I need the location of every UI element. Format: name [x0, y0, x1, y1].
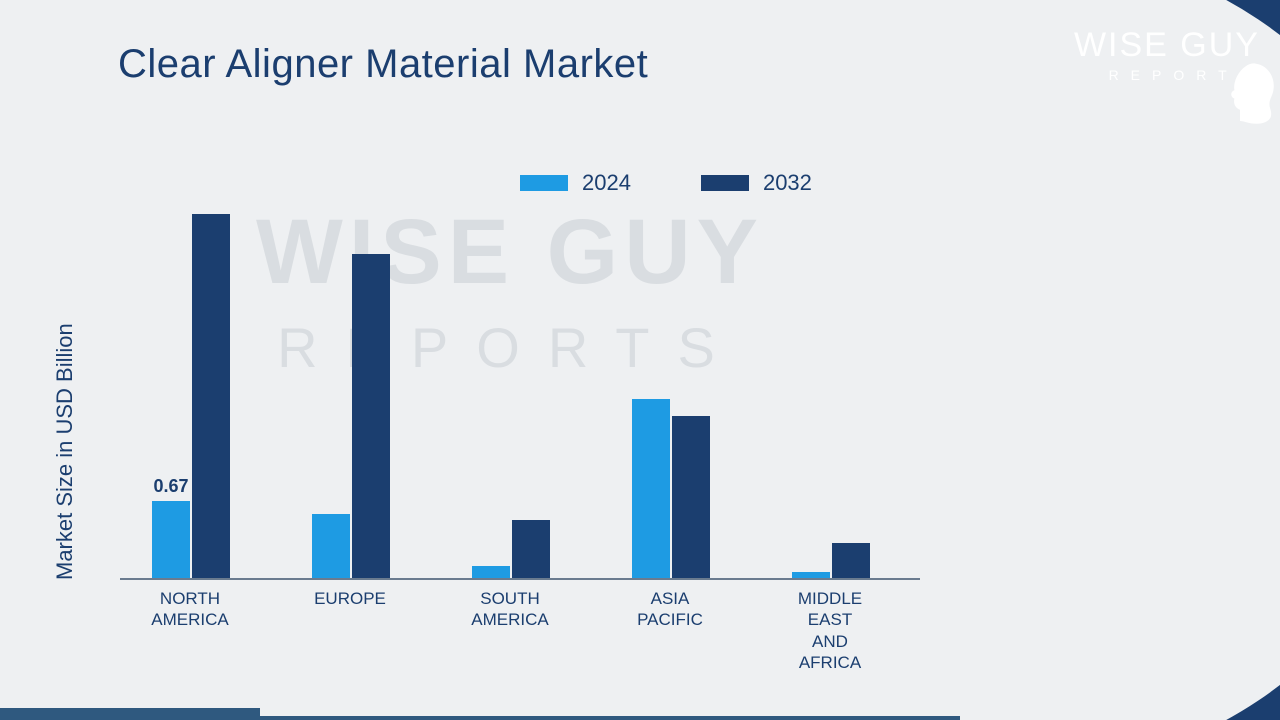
legend-swatch-2032	[701, 175, 749, 191]
legend-item-2024: 2024	[520, 170, 631, 196]
bar-2024: 0.67	[152, 501, 190, 578]
legend-label-2024: 2024	[582, 170, 631, 196]
bar-2024	[472, 566, 510, 578]
chart-canvas: WISE GUY REPORTS Clear Aligner Material …	[0, 0, 1280, 720]
y-axis-label: Market Size in USD Billion	[52, 323, 78, 580]
accent-bar-thin	[0, 716, 960, 720]
bar-2024	[632, 399, 670, 578]
x-tick-label: EUROPE	[285, 588, 415, 609]
head-silhouette-icon	[1212, 58, 1280, 128]
legend-label-2032: 2032	[763, 170, 812, 196]
legend-item-2032: 2032	[701, 170, 812, 196]
bar-2024	[312, 514, 350, 578]
bar-2032	[672, 416, 710, 578]
chart-plot-area: 0.67NORTHAMERICAEUROPESOUTHAMERICAASIAPA…	[120, 210, 920, 580]
bar-2032	[512, 520, 550, 578]
x-tick-label: SOUTHAMERICA	[445, 588, 575, 631]
x-tick-label: ASIAPACIFIC	[605, 588, 735, 631]
bar-2032	[192, 214, 230, 578]
bar-2032	[352, 254, 390, 578]
legend-swatch-2024	[520, 175, 568, 191]
bar-2032	[832, 543, 870, 578]
x-tick-label: MIDDLEEASTANDAFRICA	[765, 588, 895, 673]
x-axis-baseline	[120, 578, 920, 580]
bar-2024	[792, 572, 830, 578]
bar-value-label: 0.67	[153, 476, 188, 497]
chart-title: Clear Aligner Material Market	[118, 42, 648, 87]
x-tick-label: NORTHAMERICA	[125, 588, 255, 631]
chart-legend: 2024 2032	[520, 170, 812, 196]
